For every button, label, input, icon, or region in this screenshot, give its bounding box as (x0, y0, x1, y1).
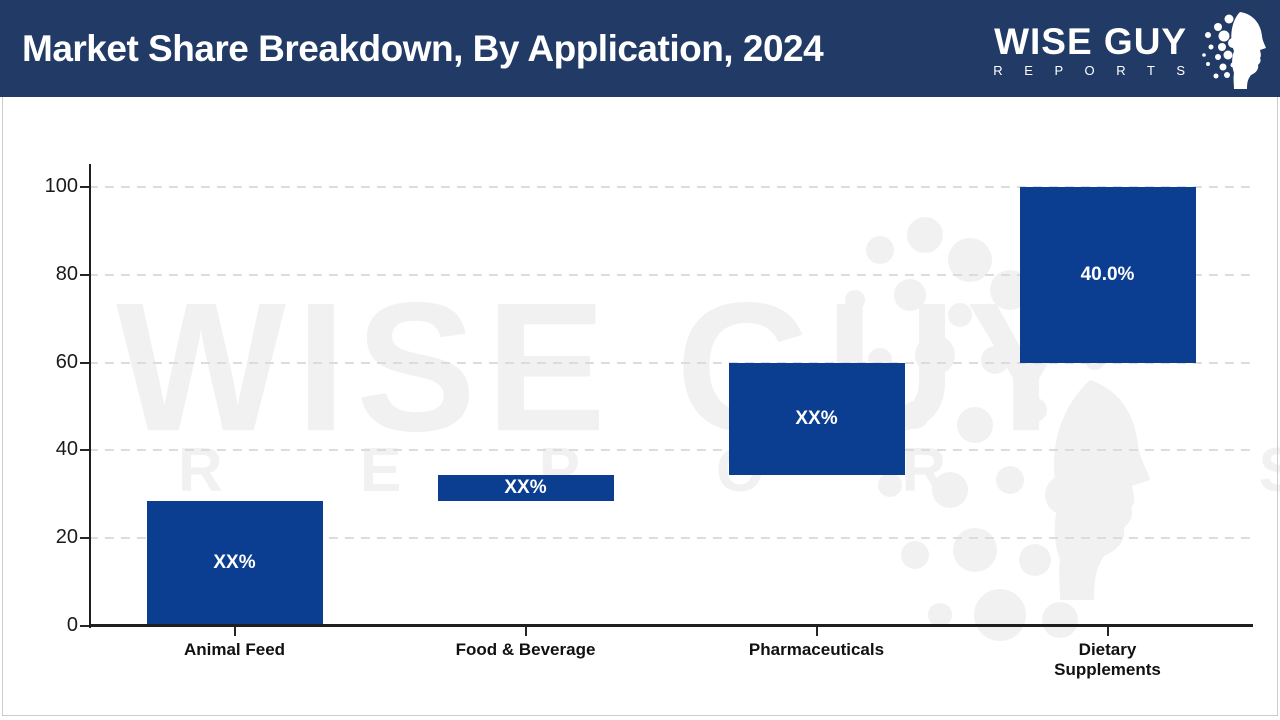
x-category-label-2: Pharmaceuticals (748, 640, 885, 659)
bar-dietary-supplements: 40.0% (1019, 187, 1196, 363)
y-tick-20 (80, 537, 89, 540)
x-category-label-1: Food & Beverage (455, 640, 596, 659)
gridline-100 (89, 186, 1253, 188)
y-tick-40 (80, 449, 89, 452)
x-tick-0 (233, 627, 236, 636)
logo-text: WISE GUY R E P O R T S (987, 23, 1194, 78)
gridline-40 (89, 449, 1253, 452)
header-bar: Market Share Breakdown, By Application, … (0, 0, 1280, 97)
bar-animal-feed: XX% (146, 500, 323, 626)
y-tick-label-60: 60 (55, 350, 78, 373)
logo-face-icon (1202, 12, 1266, 89)
bar-value-label: XX% (504, 476, 547, 498)
bar-value-label: XX% (795, 407, 838, 429)
x-tick-2 (815, 627, 818, 636)
y-tick-label-80: 80 (55, 262, 78, 285)
y-tick-label-0: 0 (66, 614, 78, 636)
bar-food-beverage: XX% (437, 474, 614, 501)
chart-title: Market Share Breakdown, By Application, … (22, 27, 824, 69)
y-tick-label-100: 100 (44, 175, 78, 197)
x-tick-1 (524, 627, 527, 636)
x-tick-3 (1106, 627, 1109, 636)
y-tick-60 (80, 361, 89, 364)
y-tick-100 (80, 186, 89, 188)
y-tick-label-40: 40 (55, 438, 78, 461)
gridline-20 (89, 537, 1253, 540)
y-tick-label-20: 20 (55, 526, 78, 549)
y-tick-80 (80, 273, 89, 276)
wiseguy-logo: WISE GUY R E P O R T S (987, 8, 1268, 92)
x-category-label-3: Dietary Supplements (1054, 640, 1161, 680)
logo-subtitle: R E P O R T S (993, 62, 1194, 78)
logo-wordmark: WISE GUY (994, 20, 1188, 62)
y-axis-line (89, 164, 91, 628)
gridline-80 (89, 273, 1253, 276)
bar-value-label: 40.0% (1080, 263, 1135, 285)
x-axis-line (89, 624, 1253, 627)
watermark-face-icon (845, 217, 1150, 641)
y-tick-0 (80, 625, 89, 627)
gridline-60 (89, 361, 1253, 364)
x-category-label-0: Animal Feed (183, 640, 286, 659)
bar-pharmaceuticals: XX% (728, 362, 905, 475)
bar-value-label: XX% (213, 552, 256, 574)
